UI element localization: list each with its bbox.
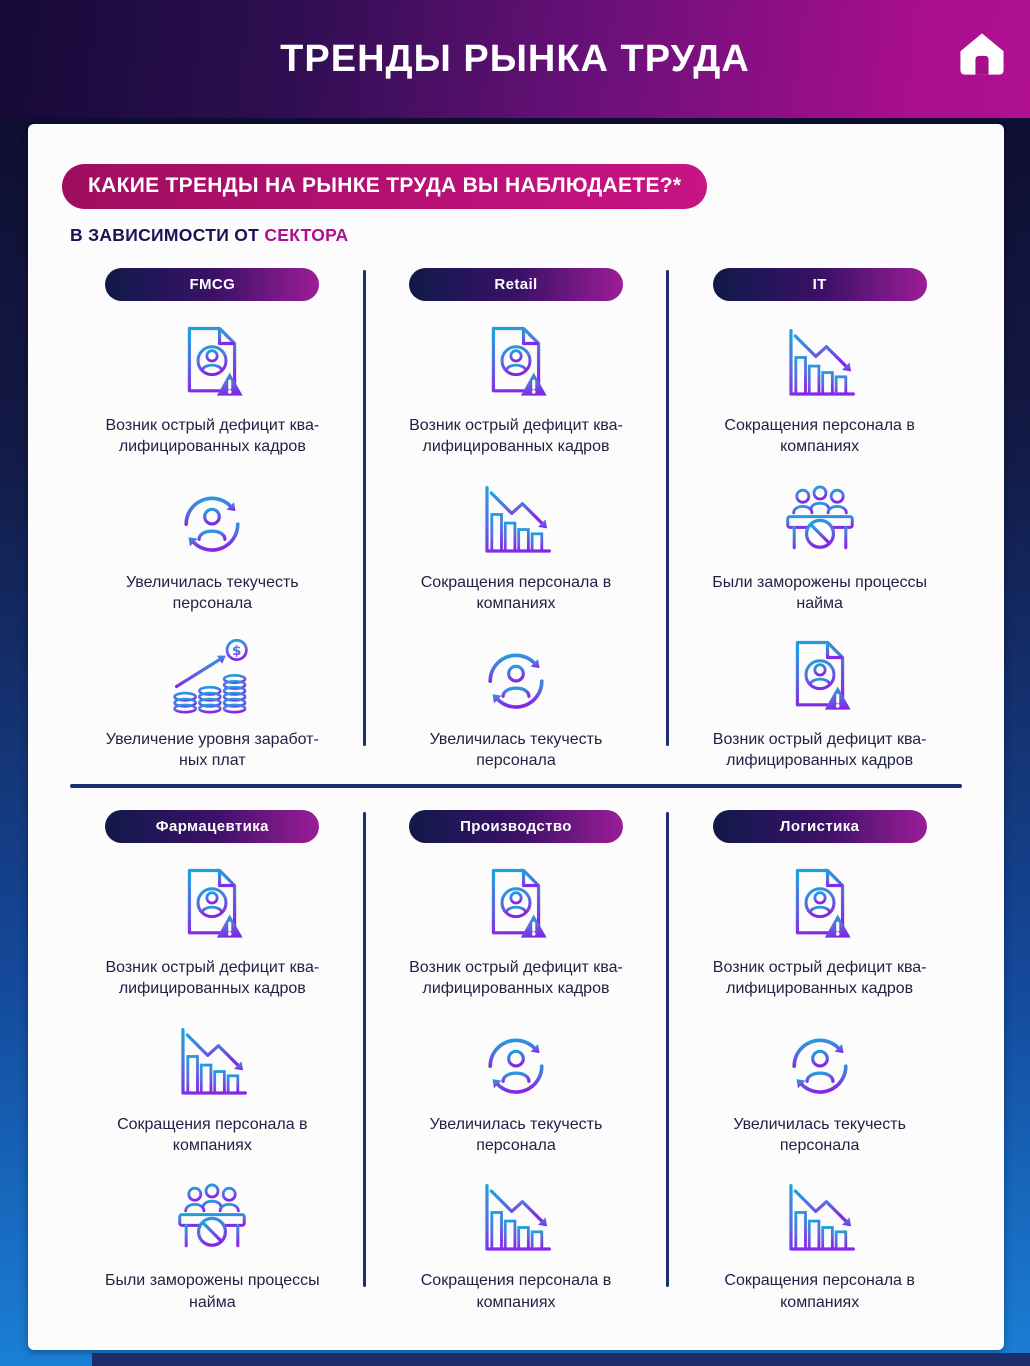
doc-person-alert-icon [164,863,260,951]
doc-person-alert-icon [468,321,564,409]
question-banner: КАКИЕ ТРЕНДЫ НА РЫНКЕ ТРУДА ВЫ НАБЛЮДАЕТ… [62,164,708,209]
trend-item: Были заморожены процессы найма [712,478,927,615]
trend-item: Увеличилась текучесть персонала [105,478,319,615]
trend-label: Возник острый дефицит ква- лифицированны… [712,730,927,770]
column-divider [362,270,366,746]
sector-badge: Логистика [712,809,927,843]
column-divider [362,811,366,1288]
trend-item: Сокращения персонала в компаниях [409,478,623,615]
trend-label: Увеличилась текучесть персонала [126,573,299,613]
sector-badge: FMCG [105,268,320,301]
trend-label: Были заморожены процессы найма [104,1272,320,1311]
home-icon [952,33,1012,87]
sector-badge-label: Retail [494,276,538,293]
decline-chart-icon [468,478,564,566]
page-title: ТРЕНДЫ РЫНКА ТРУДА [280,37,750,80]
trend-label: Сокращения персонала в компаниях [420,573,612,613]
trend-item: Сокращения персонала в компаниях [713,1176,927,1313]
column-divider [666,811,670,1288]
sector-column-fmcg: FMCG Возник острый дефицит ква- лифициро… [62,268,363,772]
staff-turnover-icon [468,1020,564,1108]
decline-chart-icon [772,321,868,409]
subtitle-highlight: СЕКТОРА [264,225,349,245]
sector-row-1: FMCG Возник острый дефицит ква- лифициро… [62,268,970,772]
salary-growth-icon: $ [164,635,260,723]
trend-item: Возник острый дефицит ква- лифицированны… [712,635,927,772]
sector-badge: Производство [408,809,623,843]
trend-item: Сокращения персонала в компаниях [105,1020,320,1157]
trend-label: Сокращения персонала в компаниях [724,417,915,456]
sector-column-фармацевтика: Фармацевтика Возник острый дефицит ква- … [62,809,363,1314]
sector-badge: Фармацевтика [105,809,320,843]
sector-badge-label: IT [812,276,827,293]
bottom-strip [92,1353,1030,1366]
trend-item: Сокращения персонала в компаниях [712,321,927,458]
trend-item: Возник острый дефицит ква- лифицированны… [409,863,623,1000]
trend-label: Возник острый дефицит ква- лифицированны… [409,958,623,998]
trend-item: Сокращения персонала в компаниях [409,1176,623,1313]
trend-item: Увеличилась текучесть персонала [713,1020,927,1157]
trend-item: Возник острый дефицит ква- лифицированны… [713,863,927,1000]
decline-chart-icon [164,1020,260,1108]
trend-item: Возник острый дефицит ква- лифицированны… [105,863,320,1000]
trend-label: Увеличилась текучесть персонала [429,730,603,770]
row-divider [70,783,962,788]
sector-badge-label: Логистика [779,817,860,835]
hiring-freeze-icon [772,478,868,566]
doc-person-alert-icon [468,863,564,951]
sector-items: Возник острый дефицит ква- лифицированны… [105,843,320,1314]
sector-column-retail: Retail Возник острый дефицит ква- лифици… [366,268,667,772]
staff-turnover-icon [164,478,260,566]
doc-person-alert-icon [772,863,868,951]
doc-person-alert-icon [164,321,260,409]
staff-turnover-icon [772,1020,868,1108]
sector-items: Возник острый дефицит ква- лифицированны… [105,301,319,772]
trend-label: Сокращения персонала в компаниях [420,1272,612,1311]
trend-item: $ Увеличение уровня заработ- ных плат [105,635,319,772]
sector-items: Возник острый дефицит ква- лифицированны… [713,843,927,1314]
sector-items: Возник острый дефицит ква- лифицированны… [409,843,623,1314]
trend-label: Возник острый дефицит ква- лифицированны… [409,417,623,456]
sector-column-it: IT Сокращения персонала в компаниях Были… [669,268,970,772]
sector-column-производство: Производство Возник острый дефицит ква- … [366,809,667,1314]
doc-person-alert-icon [772,635,868,723]
trend-item: Возник острый дефицит ква- лифицированны… [409,321,623,458]
sector-column-логистика: Логистика Возник острый дефицит ква- лиф… [669,809,970,1314]
trend-label: Возник острый дефицит ква- лифицированны… [712,958,927,998]
trend-label: Увеличение уровня заработ- ных плат [105,730,319,770]
trend-label: Сокращения персонала в компаниях [724,1272,915,1311]
trend-item: Были заморожены процессы найма [105,1176,320,1313]
staff-turnover-icon [468,635,564,723]
sector-badge: IT [712,268,927,301]
sector-badge-label: Фармацевтика [155,817,269,835]
svg-text:$: $ [232,644,241,659]
trend-item: Увеличилась текучесть персонала [409,1020,623,1157]
subtitle-text: В ЗАВИСИМОСТИ ОТ [70,225,265,245]
trend-label: Увеличилась текучесть персонала [429,1115,603,1154]
column-divider [666,270,670,746]
decline-chart-icon [772,1176,868,1264]
trend-item: Возник острый дефицит ква- лифицированны… [105,321,319,458]
trend-label: Увеличилась текучесть персонала [733,1115,906,1154]
trend-label: Были заморожены процессы найма [712,573,927,613]
home-button[interactable] [952,24,1012,84]
sector-badge-label: Производство [460,817,572,835]
trend-label: Возник острый дефицит ква- лифицированны… [105,417,320,456]
sector-row-2: Фармацевтика Возник острый дефицит ква- … [62,809,970,1314]
sector-items: Возник острый дефицит ква- лифицированны… [409,301,623,772]
sector-badge: Retail [408,268,623,301]
content-card: КАКИЕ ТРЕНДЫ НА РЫНКЕ ТРУДА ВЫ НАБЛЮДАЕТ… [28,124,1004,1350]
trend-item: Увеличилась текучесть персонала [409,635,623,772]
sector-items: Сокращения персонала в компаниях Были за… [712,301,927,772]
hiring-freeze-icon [164,1176,260,1264]
trend-label: Сокращения персонала в компаниях [117,1115,308,1154]
decline-chart-icon [468,1176,564,1264]
sector-badge-label: FMCG [189,276,236,293]
subtitle: В ЗАВИСИМОСТИ ОТ СЕКТОРА [70,225,970,246]
trend-label: Возник острый дефицит ква- лифицированны… [105,958,320,998]
app-header: ТРЕНДЫ РЫНКА ТРУДА [0,0,1030,118]
